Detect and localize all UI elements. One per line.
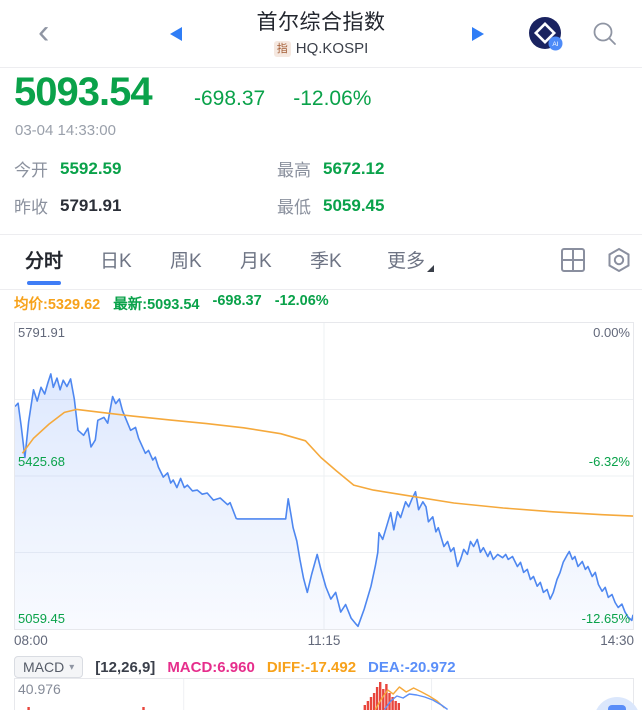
price-change-row: -698.37 -12.06% xyxy=(194,87,371,111)
yaxis-top-right-label: 0.00% xyxy=(593,325,630,340)
stat-prev-close: 昨收 5791.91 xyxy=(14,193,277,218)
legend-change: -698.37 xyxy=(212,293,262,309)
last-price: 5093.54 xyxy=(14,70,153,114)
indicator-bar: MACD ▾ [12,26,9] MACD:6.960 DIFF:-17.492… xyxy=(14,656,456,678)
stat-open-label: 今开 xyxy=(14,161,48,180)
stat-low-value: 5059.45 xyxy=(323,195,385,215)
title-block: 首尔综合指数 指 HQ.KOSPI xyxy=(161,6,481,57)
tab-monthly[interactable]: 月K xyxy=(240,251,272,272)
price-change: -698.37 xyxy=(194,87,266,110)
diff-value: DIFF:-17.492 xyxy=(266,658,357,676)
tab-quarterly[interactable]: 季K xyxy=(310,251,342,272)
gear-icon xyxy=(608,247,630,273)
macd-params: [12,26,9] xyxy=(95,658,156,676)
price-change-pct: -12.06% xyxy=(293,87,372,110)
back-button[interactable]: ‹ xyxy=(38,14,49,50)
indicator-selector[interactable]: MACD ▾ xyxy=(14,656,84,678)
xaxis-mid-label: 11:15 xyxy=(307,633,341,648)
xaxis-open-label: 08:00 xyxy=(14,633,48,648)
symbol-row: 指 HQ.KOSPI xyxy=(161,40,481,57)
tabs-divider-bottom xyxy=(0,289,642,290)
chart-legend: 均价:5329.62 最新:5093.54 -698.37 -12.06% xyxy=(14,293,329,314)
stat-low: 最低 5059.45 xyxy=(277,193,628,218)
search-icon xyxy=(593,22,616,45)
period-tabs: 分时 日K 周K 月K 季K 更多 xyxy=(0,240,642,288)
search-button[interactable] xyxy=(592,21,618,47)
macd-chart-canvas xyxy=(27,679,449,710)
indicator-selector-label: MACD xyxy=(23,659,65,675)
yaxis-bottom-left-label: 5059.45 xyxy=(18,611,65,626)
legend-change-pct: -12.06% xyxy=(274,293,329,309)
chart-settings-button[interactable] xyxy=(606,247,632,273)
ai-badge-label: AI xyxy=(552,41,558,48)
floating-action-button[interactable] xyxy=(594,697,640,710)
grid-layout-button[interactable] xyxy=(560,247,586,273)
stat-high: 最高 5672.12 xyxy=(277,156,628,181)
xaxis-close-label: 14:30 xyxy=(600,633,634,648)
yaxis-top-left-label: 5791.91 xyxy=(18,325,65,340)
fab-robot-icon xyxy=(608,705,626,710)
header: ‹ 首尔综合指数 指 HQ.KOSPI AI xyxy=(0,0,642,68)
prev-stock-button[interactable] xyxy=(170,27,182,41)
stat-prev-close-label: 昨收 xyxy=(14,198,48,217)
stat-open-value: 5592.59 xyxy=(60,158,122,178)
symbol-code: HQ.KOSPI xyxy=(295,40,369,57)
broker-ai-logo-button[interactable]: AI xyxy=(527,15,564,52)
tabs-divider-top xyxy=(0,234,642,235)
grid-icon xyxy=(561,248,585,272)
yaxis-bottom-right-label: -12.65% xyxy=(581,611,630,626)
tab-daily[interactable]: 日K xyxy=(100,251,132,272)
stat-high-label: 最高 xyxy=(277,161,311,180)
tab-more-label: 更多 xyxy=(387,251,426,272)
latest-price-legend: 最新:5093.54 xyxy=(113,297,200,313)
yaxis-mid-left-label: 5425.68 xyxy=(18,454,65,469)
back-chevron-icon: ‹ xyxy=(38,13,50,51)
tab-more[interactable]: 更多 xyxy=(387,246,435,273)
macd-axis-top-label: 40.976 xyxy=(18,681,61,697)
broker-logo-icon: AI xyxy=(529,17,563,51)
header-divider xyxy=(0,67,642,68)
more-corner-triangle-icon xyxy=(427,265,435,272)
stat-prev-close-value: 5791.91 xyxy=(60,195,122,215)
intraday-chart-canvas xyxy=(15,323,633,629)
quote-stats-grid: 今开 5592.59 最高 5672.12 昨收 5791.91 最低 5059… xyxy=(14,156,628,218)
intraday-chart[interactable]: 5791.91 0.00% 5425.68 -6.32% 5059.45 -12… xyxy=(14,322,634,630)
stat-low-label: 最低 xyxy=(277,198,311,217)
macd-pane[interactable]: 40.976 xyxy=(14,678,634,710)
dea-value: DEA:-20.972 xyxy=(368,658,456,676)
stat-high-value: 5672.12 xyxy=(323,158,385,178)
chevron-down-icon: ▾ xyxy=(69,661,75,673)
quote-timestamp: 03-04 14:33:00 xyxy=(15,122,116,139)
page-title: 首尔综合指数 xyxy=(256,11,386,34)
avg-price-legend: 均价:5329.62 xyxy=(14,297,101,313)
tab-minute[interactable]: 分时 xyxy=(25,246,63,273)
macd-value: MACD:6.960 xyxy=(167,658,255,676)
next-stock-button[interactable] xyxy=(472,27,484,41)
instrument-type-badge: 指 xyxy=(273,40,291,57)
yaxis-mid-right-label: -6.32% xyxy=(588,454,630,469)
stat-open: 今开 5592.59 xyxy=(14,156,277,181)
tab-weekly[interactable]: 周K xyxy=(170,251,202,272)
